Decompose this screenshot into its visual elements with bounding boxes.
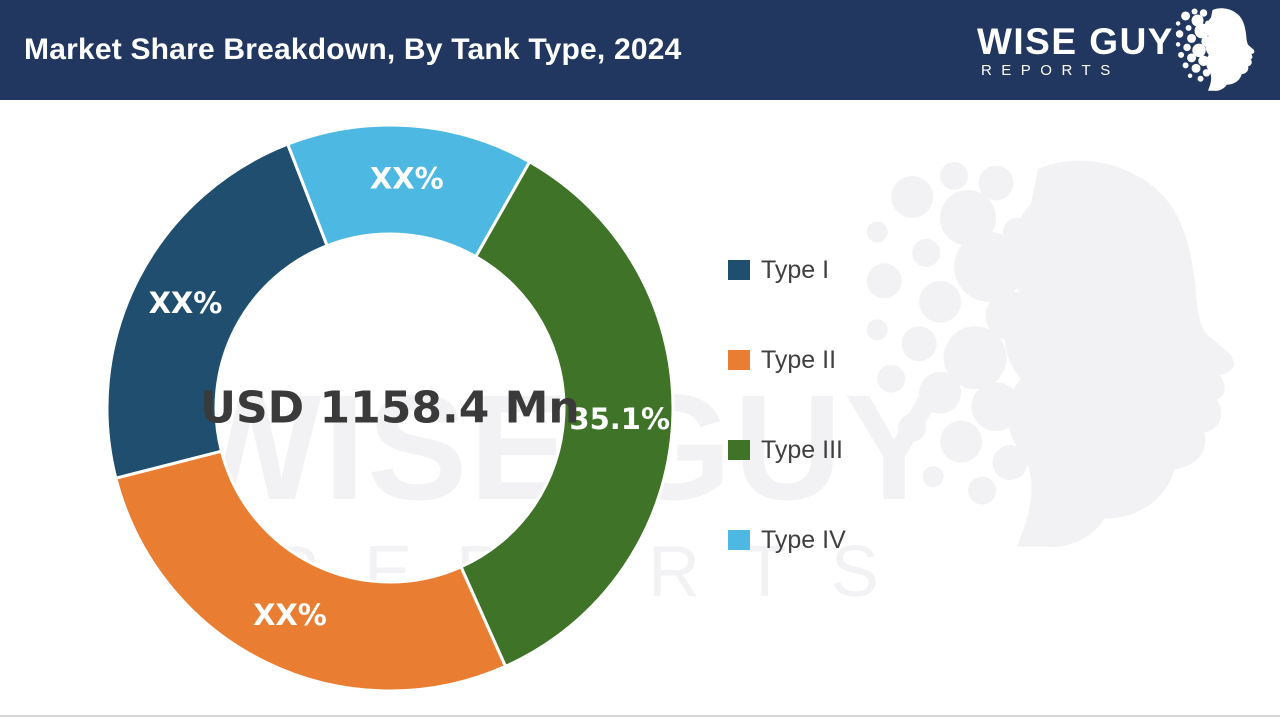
legend: Type I Type II Type III Type IV (728, 255, 846, 619)
logo-subtitle-text: REPORTS (980, 61, 1120, 79)
legend-item-type-4: Type IV (728, 525, 846, 554)
donut-chart: XX% 35.1% XX% XX% (105, 123, 675, 693)
watermark-head-icon (835, 155, 1255, 557)
legend-swatch (728, 530, 750, 550)
legend-label: Type IV (761, 525, 846, 554)
donut-segment-type-iii (459, 160, 675, 668)
donut-segment-type-i (105, 142, 329, 480)
legend-item-type-1: Type I (728, 255, 846, 284)
donut-segment-type-ii (114, 449, 507, 693)
donut-center-value: USD 1158.4 Mn (200, 382, 580, 434)
legend-swatch (728, 260, 750, 280)
legend-label: Type I (761, 255, 830, 284)
segment-value-label: XX% (253, 598, 327, 632)
chart-area: WISE GUY REPORTS XX%35.1%XX%XX% USD 1158… (0, 100, 1280, 715)
segment-value-label: 35.1% (569, 402, 670, 436)
segment-value-label: XX% (370, 162, 444, 196)
wiseguy-head-icon (1168, 7, 1260, 93)
legend-swatch (728, 350, 750, 370)
legend-item-type-2: Type II (728, 345, 846, 374)
legend-label: Type III (761, 435, 843, 464)
footer-divider (0, 715, 1280, 717)
page-title: Market Share Breakdown, By Tank Type, 20… (24, 33, 682, 66)
logo-text: WISE GUY REPORTS (977, 23, 1174, 78)
header: Market Share Breakdown, By Tank Type, 20… (0, 0, 1280, 100)
logo-brand-text: WISE GUY (976, 20, 1174, 62)
segment-value-label: XX% (149, 286, 223, 320)
wiseguy-logo: WISE GUY REPORTS (977, 7, 1260, 93)
legend-item-type-3: Type III (728, 435, 846, 464)
legend-swatch (728, 440, 750, 460)
legend-label: Type II (761, 345, 837, 374)
